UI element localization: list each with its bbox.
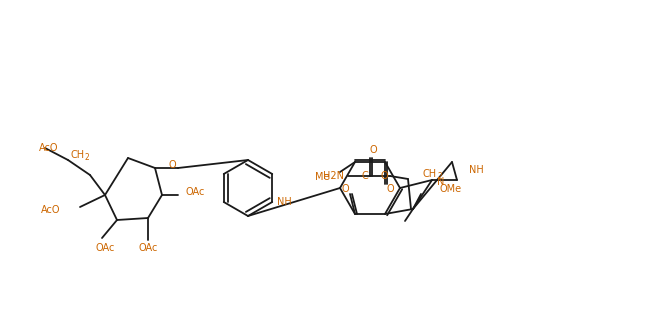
Text: AcO: AcO [40,205,60,215]
Text: Me: Me [316,172,330,182]
Text: 2: 2 [438,173,442,182]
Text: O: O [386,184,394,194]
Text: OAc: OAc [95,243,115,253]
Text: OMe: OMe [439,184,461,194]
Text: OAc: OAc [138,243,158,253]
Text: C: C [362,171,368,181]
Text: CH: CH [423,169,437,179]
Text: AcO: AcO [38,143,58,153]
Text: CH: CH [71,150,85,160]
Text: O: O [168,160,176,170]
Text: NH: NH [469,165,484,175]
Text: NH: NH [277,197,292,207]
Text: O: O [380,171,387,181]
Text: 2: 2 [84,154,90,163]
Text: O: O [369,145,377,155]
Text: H2N: H2N [324,171,345,181]
Text: N: N [437,177,444,187]
Text: OAc: OAc [185,187,204,197]
Text: O: O [341,184,349,194]
